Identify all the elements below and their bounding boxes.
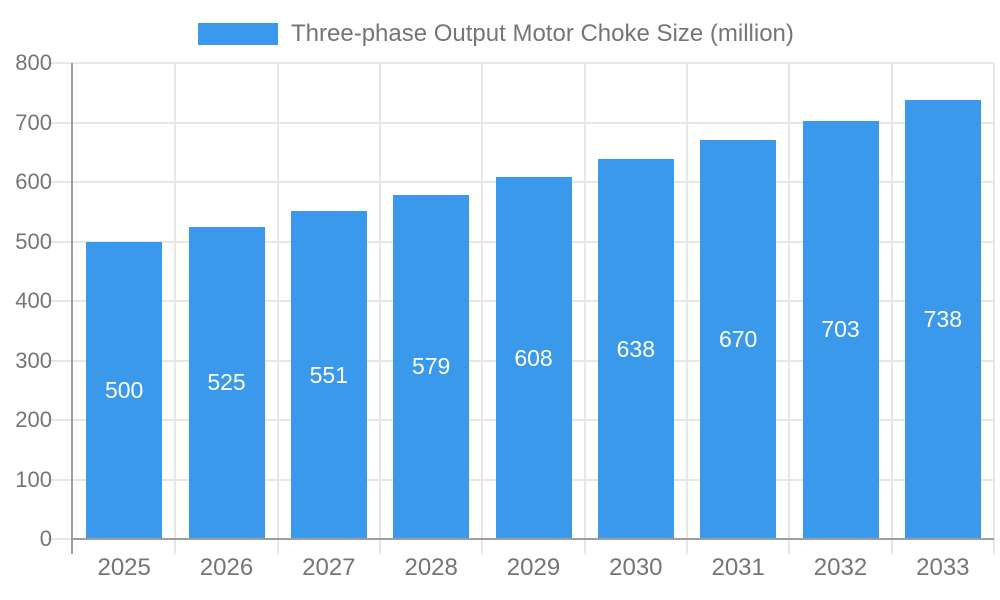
y-axis-line: [71, 63, 73, 554]
gridline-vertical: [686, 63, 688, 554]
y-axis-tick-label: 200: [15, 407, 52, 432]
x-axis-tick-label: 2030: [609, 554, 663, 581]
y-axis-tick-label: 800: [15, 50, 52, 75]
bar-2025[interactable]: 500: [86, 241, 163, 539]
gridline-vertical: [174, 63, 177, 554]
plot-area: 0 100 200 300 400 500 600 700 800 500 525 551 579 608…: [15, 50, 995, 581]
bar-value-label: 670: [718, 326, 758, 353]
legend-label: Three-phase Output Motor Choke Size (mil…: [291, 20, 794, 47]
y-axis-tick-label: 600: [15, 169, 52, 194]
bar-value-label: 608: [514, 344, 553, 371]
x-axis-tick-label: 2029: [506, 554, 561, 581]
x-axis-tick-label: 2027: [302, 554, 356, 581]
bar-value-label: 579: [411, 353, 451, 380]
y-axis-tick-label: 0: [39, 526, 52, 551]
bar-2029[interactable]: 608: [495, 177, 572, 539]
bar-value-label: 525: [207, 369, 246, 396]
bar-value-label: 500: [104, 376, 144, 403]
gridline-vertical: [276, 63, 279, 554]
gridline-vertical: [379, 63, 381, 554]
bar-2027[interactable]: 551: [290, 211, 367, 539]
x-axis-tick-label: 2028: [404, 554, 458, 581]
x-axis-tick-label: 2033: [916, 554, 970, 581]
bar-2032[interactable]: 703: [802, 120, 879, 539]
y-axis-tick-label: 100: [15, 466, 52, 492]
bar-2033[interactable]: 738: [904, 99, 981, 539]
gridline-vertical: [993, 63, 995, 554]
bar-value-label: 703: [821, 316, 860, 343]
y-axis-tick-label: 500: [15, 228, 52, 254]
chart-legend[interactable]: Three-phase Output Motor Choke Size (mil…: [198, 20, 794, 48]
gridline-vertical: [481, 63, 484, 554]
legend-swatch: [198, 23, 278, 45]
bar-2031[interactable]: 670: [700, 140, 777, 539]
gridline-vertical: [583, 63, 586, 554]
x-axis-tick-label: 2031: [711, 554, 765, 581]
y-axis-tick-label: 300: [15, 347, 52, 373]
bar-value-label: 551: [309, 361, 349, 388]
bar-value-label: 638: [616, 335, 656, 362]
bar-2026[interactable]: 525: [188, 226, 265, 539]
y-axis-tick-label: 400: [15, 288, 52, 313]
y-axis-tick-label: 700: [15, 109, 52, 135]
bar-2030[interactable]: 638: [597, 159, 674, 539]
x-axis-line: [73, 538, 994, 540]
x-axis-tick-label: 2026: [199, 554, 254, 581]
x-axis-tick-label: 2032: [813, 554, 868, 581]
gridline-vertical: [788, 63, 791, 554]
gridline-horizontal: [48, 62, 994, 64]
gridline-horizontal: [48, 121, 994, 124]
bar-value-label: 738: [923, 305, 963, 332]
x-axis-tick-label: 2025: [97, 554, 151, 581]
gridline-vertical: [890, 63, 893, 554]
bar-2028[interactable]: 579: [393, 194, 470, 539]
